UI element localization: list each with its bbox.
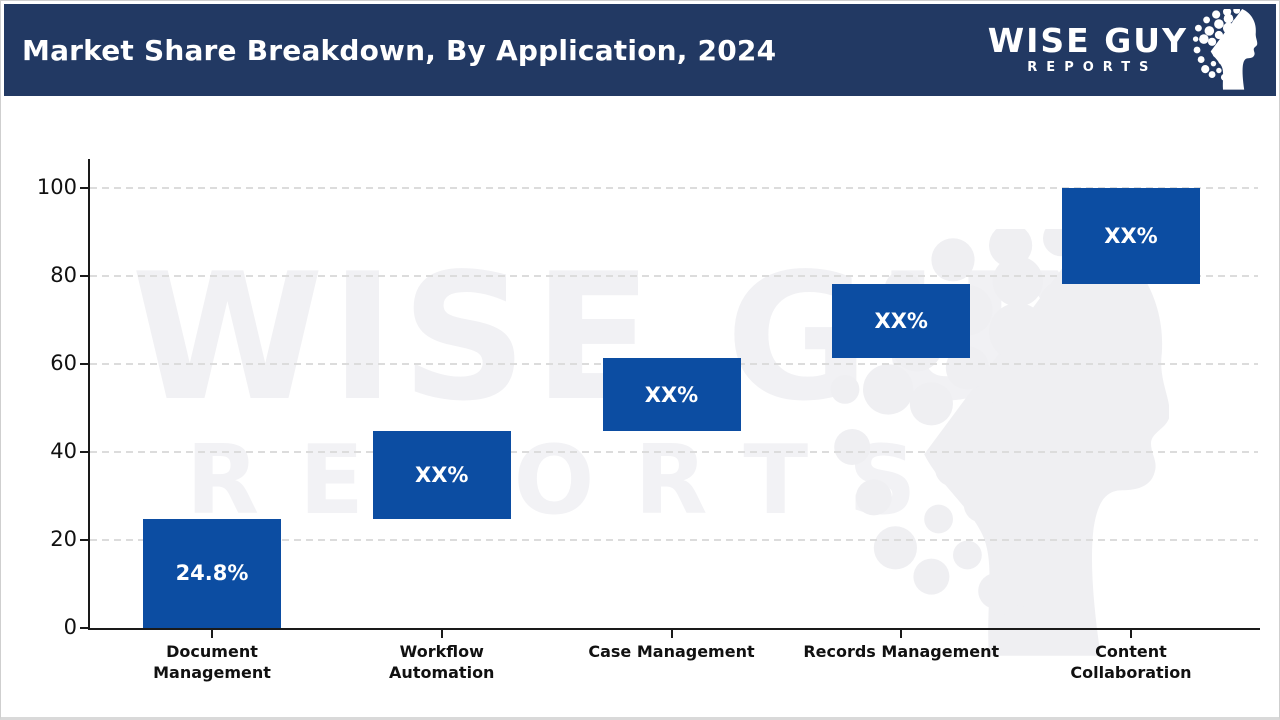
x-axis-line — [88, 628, 1260, 630]
y-tick-label: 0 — [63, 615, 77, 639]
x-category-label: Workflow Automation — [389, 642, 495, 682]
logo-wiseguy-label: WISE GUY — [987, 21, 1188, 60]
y-tick-mark — [80, 451, 88, 453]
y-tick-mark — [80, 275, 88, 277]
waterfall-bar: 24.8% — [143, 518, 281, 628]
x-tick-mark — [900, 630, 903, 638]
page-title: Market Share Breakdown, By Application, … — [22, 33, 777, 67]
waterfall-bar: XX% — [372, 430, 511, 519]
bar-value-label: XX% — [415, 462, 469, 487]
gridline — [90, 187, 1258, 189]
waterfall-bar: XX% — [832, 283, 971, 359]
x-tick-mark — [440, 630, 443, 638]
x-tick-mark — [1130, 630, 1132, 638]
x-category-label: Content Collaboration — [1070, 642, 1192, 682]
x-category-label: Document Management — [153, 642, 271, 682]
waterfall-bar: XX% — [1062, 188, 1200, 284]
bar-value-label: XX% — [1104, 223, 1158, 248]
y-tick-mark — [80, 363, 88, 365]
watermark-reports-text: REPORTS — [186, 426, 957, 536]
gridline — [90, 451, 1258, 453]
x-tick-mark — [670, 630, 673, 638]
y-axis-line — [88, 159, 90, 630]
waterfall-bar: XX% — [602, 358, 741, 431]
gridline — [90, 539, 1258, 541]
y-tick-label: 80 — [50, 263, 77, 287]
wiseguy-logo: WISE GUY REPORTS — [988, 9, 1276, 91]
y-tick-label: 20 — [50, 527, 77, 551]
wiseguy-logo-text: WISE GUY REPORTS — [988, 24, 1188, 76]
x-tick-mark — [211, 630, 213, 638]
x-category-label: Case Management — [588, 642, 755, 661]
y-tick-label: 40 — [50, 439, 77, 463]
y-tick-mark — [80, 187, 88, 189]
bar-value-label: XX% — [874, 309, 928, 334]
logo-reports-label: REPORTS — [1027, 60, 1158, 75]
y-tick-label: 100 — [36, 175, 77, 199]
bar-value-label: 24.8% — [175, 561, 249, 586]
x-category-label: Records Management — [803, 642, 1000, 661]
y-tick-mark — [80, 627, 88, 629]
y-tick-label: 60 — [50, 351, 77, 375]
gridline — [90, 275, 1258, 277]
bar-value-label: XX% — [644, 382, 699, 407]
y-tick-mark — [80, 539, 88, 541]
header-bar: Market Share Breakdown, By Application, … — [4, 4, 1276, 96]
